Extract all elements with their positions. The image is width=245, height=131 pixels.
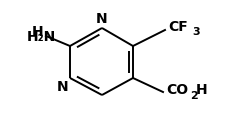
Text: H: H xyxy=(31,25,43,39)
Text: N: N xyxy=(56,80,68,94)
Text: CO: CO xyxy=(166,83,188,97)
Text: 3: 3 xyxy=(192,27,200,37)
Text: N: N xyxy=(96,12,108,26)
Text: 2: 2 xyxy=(190,91,198,101)
Text: H: H xyxy=(196,83,208,97)
Text: H₂N: H₂N xyxy=(27,30,56,44)
Text: CF: CF xyxy=(168,20,188,34)
